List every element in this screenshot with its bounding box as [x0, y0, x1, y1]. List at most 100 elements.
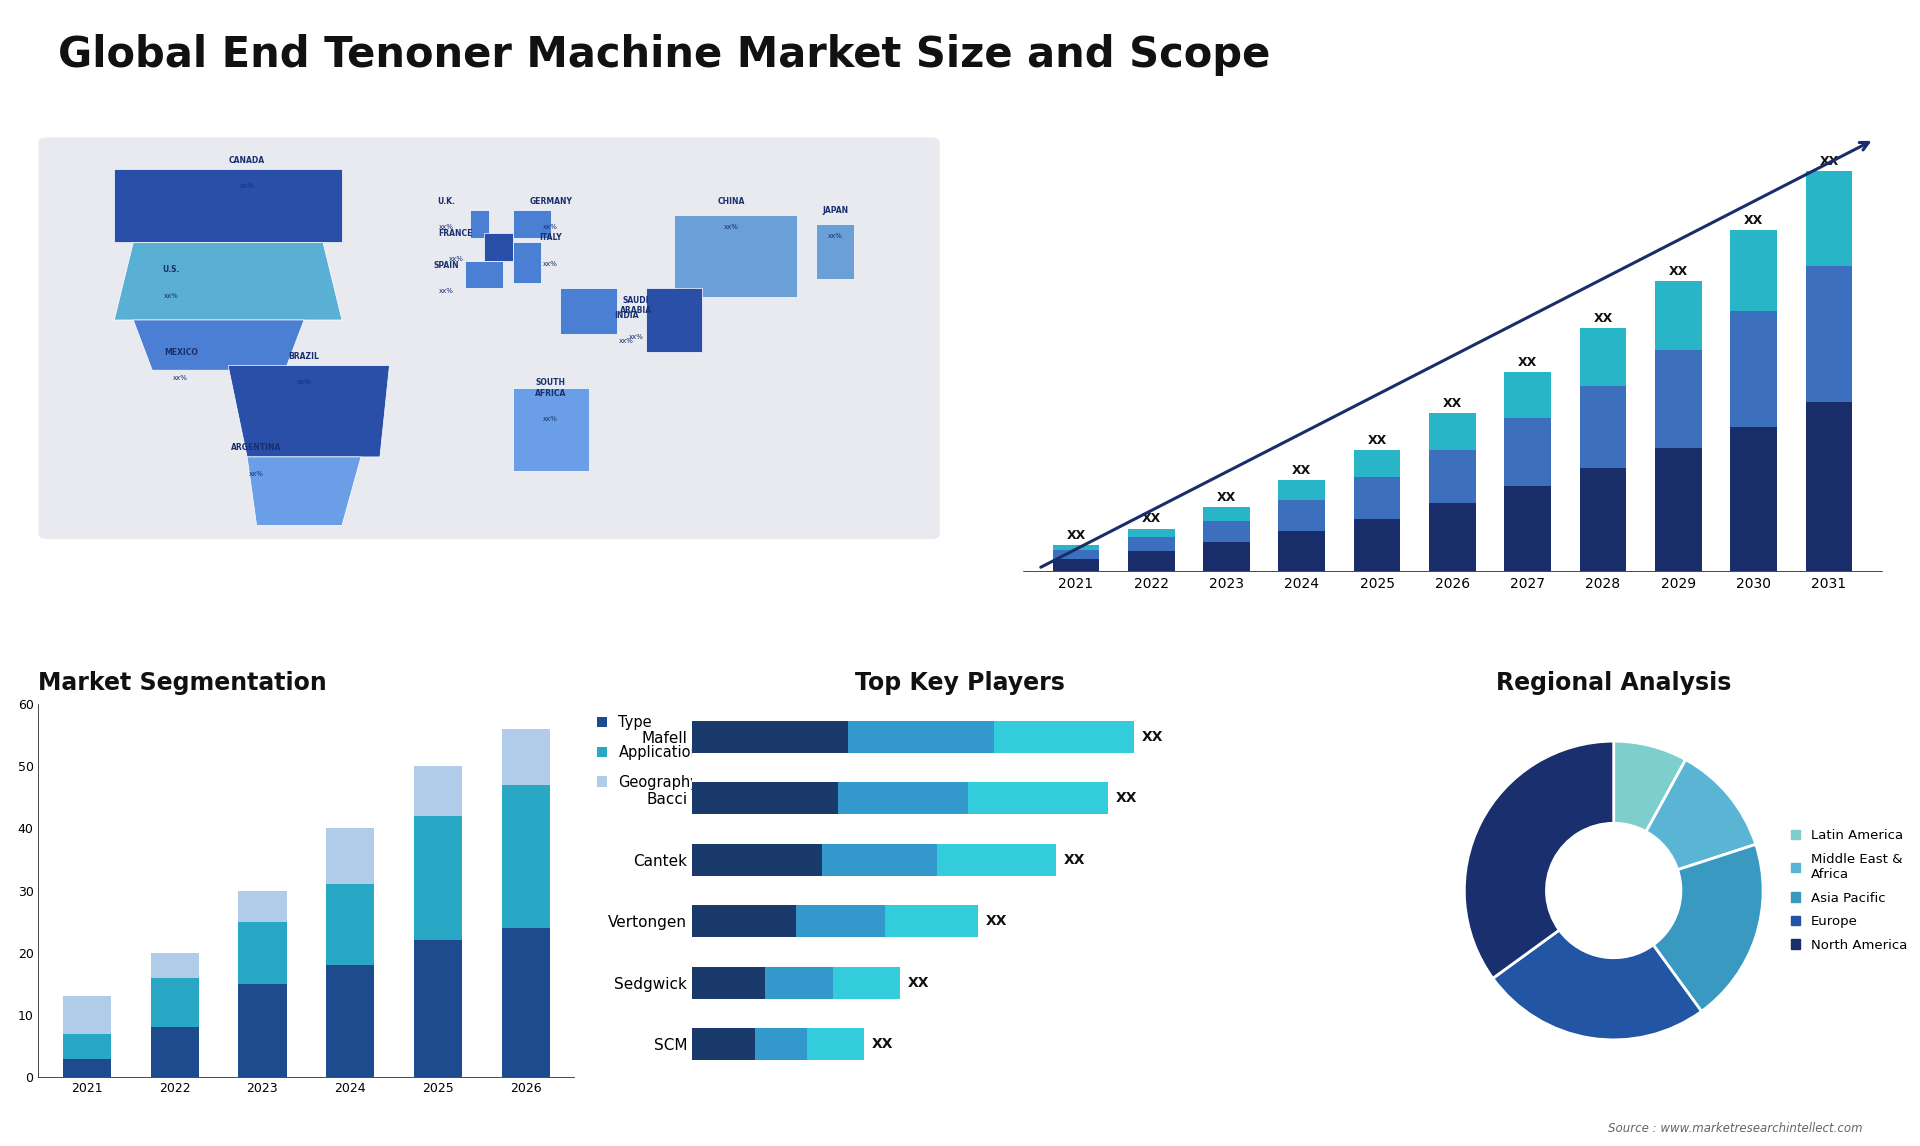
Bar [150, 978, 200, 1028]
Title: Regional Analysis: Regional Analysis [1496, 670, 1732, 694]
Polygon shape [816, 225, 854, 278]
Bar [1580, 386, 1626, 469]
Text: xx%: xx% [250, 471, 265, 477]
Bar [937, 843, 1056, 876]
Text: xx%: xx% [543, 225, 559, 230]
Wedge shape [1613, 741, 1686, 832]
Bar [1354, 477, 1400, 518]
Bar [1052, 550, 1100, 558]
Bar [1127, 537, 1175, 551]
Bar [501, 928, 549, 1077]
Bar [837, 783, 968, 815]
Text: XX: XX [1519, 356, 1538, 369]
Bar [797, 905, 885, 937]
Bar [150, 1028, 200, 1077]
Polygon shape [561, 288, 616, 333]
Bar [1354, 449, 1400, 477]
Bar [968, 783, 1108, 815]
Bar [1655, 350, 1701, 448]
Bar [1655, 448, 1701, 571]
Bar [415, 766, 463, 816]
Bar [691, 1028, 755, 1060]
Bar [1428, 449, 1476, 503]
Bar [1127, 551, 1175, 571]
Polygon shape [513, 388, 589, 471]
Bar [326, 965, 374, 1077]
Bar [1428, 414, 1476, 449]
Bar [764, 967, 833, 999]
Text: ITALY: ITALY [540, 234, 563, 243]
Bar [1127, 528, 1175, 537]
Text: XX: XX [872, 1037, 893, 1051]
Polygon shape [513, 211, 551, 238]
Bar [691, 783, 837, 815]
Text: xx%: xx% [543, 416, 559, 422]
Text: XX: XX [1442, 398, 1461, 410]
Text: Source : www.marketresearchintellect.com: Source : www.marketresearchintellect.com [1607, 1122, 1862, 1135]
Text: xx%: xx% [440, 225, 453, 230]
Text: xx%: xx% [828, 234, 843, 240]
Legend: Type, Application, Geography: Type, Application, Geography [591, 712, 705, 794]
Bar [1805, 266, 1853, 402]
Text: JAPAN: JAPAN [822, 206, 849, 215]
Bar [1052, 544, 1100, 550]
Polygon shape [115, 170, 342, 243]
Bar [1204, 521, 1250, 542]
Text: XX: XX [908, 975, 929, 990]
Text: INDIA: INDIA [614, 311, 639, 320]
Bar [501, 729, 549, 785]
Bar [238, 921, 286, 984]
Text: XX: XX [1064, 853, 1085, 866]
Bar [806, 1028, 864, 1060]
Bar [150, 952, 200, 978]
Bar [238, 890, 286, 921]
Title: Top Key Players: Top Key Players [854, 670, 1066, 694]
Text: SPAIN: SPAIN [434, 261, 459, 269]
Text: CANADA: CANADA [228, 156, 265, 165]
Text: MEXICO: MEXICO [163, 347, 198, 356]
Polygon shape [248, 457, 361, 525]
Text: U.K.: U.K. [438, 197, 455, 206]
Bar [833, 967, 900, 999]
Bar [1805, 402, 1853, 571]
Bar [1730, 311, 1776, 427]
Polygon shape [465, 260, 503, 288]
Text: XX: XX [1668, 265, 1688, 277]
Text: XX: XX [1066, 528, 1085, 542]
Text: FRANCE: FRANCE [438, 229, 472, 238]
Text: XX: XX [1367, 433, 1386, 447]
Text: XX: XX [1292, 464, 1311, 477]
Text: xx%: xx% [618, 338, 634, 344]
Text: XX: XX [987, 915, 1008, 928]
Polygon shape [484, 234, 513, 260]
Bar [995, 721, 1135, 753]
Text: xx%: xx% [240, 183, 255, 189]
Text: xx%: xx% [543, 260, 559, 267]
Text: XX: XX [1594, 313, 1613, 325]
Bar [1204, 542, 1250, 571]
Text: xx%: xx% [449, 256, 463, 262]
Bar [326, 885, 374, 965]
Text: xx%: xx% [724, 225, 739, 230]
Polygon shape [115, 243, 342, 320]
Bar [1204, 508, 1250, 521]
Text: U.S.: U.S. [163, 266, 180, 274]
Bar [1279, 500, 1325, 531]
Polygon shape [645, 288, 703, 352]
Text: BRAZIL: BRAZIL [288, 352, 319, 361]
Legend: Latin America, Middle East &
Africa, Asia Pacific, Europe, North America: Latin America, Middle East & Africa, Asi… [1788, 826, 1910, 955]
Bar [1505, 486, 1551, 571]
Bar [1505, 372, 1551, 418]
Bar [1052, 558, 1100, 571]
Polygon shape [228, 366, 390, 457]
Polygon shape [470, 211, 490, 238]
Bar [1655, 281, 1701, 350]
Polygon shape [513, 243, 541, 283]
Text: xx%: xx% [173, 375, 188, 380]
Text: Global End Tenoner Machine Market Size and Scope: Global End Tenoner Machine Market Size a… [58, 34, 1269, 77]
Bar [415, 816, 463, 941]
Text: ARGENTINA: ARGENTINA [232, 444, 282, 453]
Bar [1279, 480, 1325, 500]
Bar [822, 843, 937, 876]
Wedge shape [1653, 845, 1763, 1012]
